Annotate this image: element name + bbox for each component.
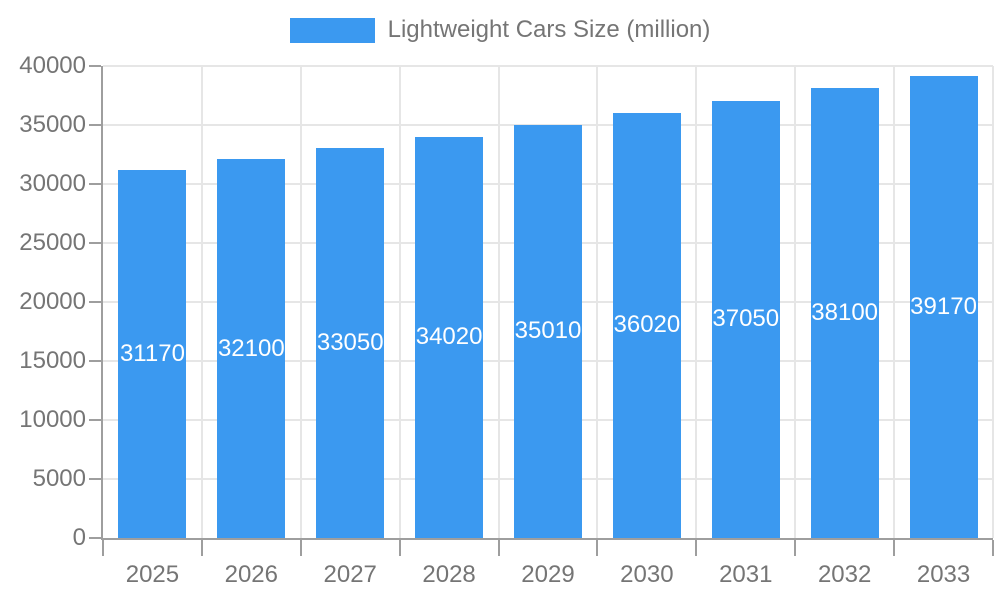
y-axis-tick-label: 30000: [19, 170, 86, 197]
x-axis-tick: [893, 540, 896, 556]
bar[interactable]: 31170: [118, 170, 187, 538]
x-axis-tick-label: 2030: [620, 561, 674, 588]
bar-value-label: 38100: [811, 299, 879, 327]
legend[interactable]: Lightweight Cars Size (million): [0, 16, 1000, 44]
x-gridline: [596, 66, 599, 538]
y-axis-tick: [89, 301, 101, 303]
bar[interactable]: 32100: [217, 159, 286, 538]
bar-value-label: 33050: [316, 329, 384, 356]
x-axis-tick-label: 2029: [521, 561, 575, 588]
y-axis-tick: [89, 419, 101, 421]
x-axis-tick: [695, 540, 698, 556]
y-axis-tick: [89, 65, 101, 67]
bar[interactable]: 33050: [316, 148, 385, 538]
x-axis-tick: [992, 540, 994, 556]
bar-value-label: 35010: [514, 317, 582, 345]
x-axis-tick-label: 2027: [323, 561, 377, 588]
x-axis-tick-label: 2025: [125, 561, 180, 588]
x-axis-tick: [299, 540, 302, 556]
x-gridline: [299, 66, 302, 538]
y-axis-tick-label: 40000: [19, 52, 86, 79]
y-axis-tick: [89, 478, 101, 480]
x-axis-tick: [794, 540, 797, 556]
bar[interactable]: 38100: [810, 88, 879, 538]
y-axis-tick-label: 5000: [32, 465, 86, 492]
x-gridline: [695, 66, 698, 538]
y-axis-tick: [89, 537, 101, 539]
x-axis-tick: [398, 540, 401, 556]
x-gridline: [893, 66, 896, 538]
x-gridline: [398, 66, 401, 538]
y-axis-tick-label: 35000: [19, 111, 86, 138]
y-axis-tick: [89, 242, 101, 244]
y-axis-line: [101, 66, 103, 538]
bar-value-label: 37050: [712, 305, 780, 333]
bar-value-label: 39170: [910, 292, 977, 320]
x-gridline: [200, 66, 203, 538]
bar[interactable]: 36020: [612, 112, 681, 538]
y-axis-tick-label: 15000: [19, 347, 86, 374]
bar-value-label: 34020: [415, 323, 483, 351]
legend-swatch-icon: [289, 17, 375, 43]
x-axis-line: [101, 538, 993, 540]
y-axis-tick: [89, 360, 101, 362]
bar-value-label: 32100: [217, 334, 285, 362]
x-axis-tick: [497, 540, 500, 556]
x-axis-tick: [200, 540, 203, 556]
x-axis-tick-label: 2031: [719, 561, 773, 588]
plot-area: 0 5000 10000 15000 20000 25000 30000 35000 40000…: [19, 52, 994, 588]
x-gridline: [794, 66, 797, 538]
y-axis-tick-label: 20000: [19, 288, 86, 315]
bar[interactable]: 34020: [415, 136, 484, 538]
y-axis-tick-label: 10000: [19, 406, 86, 433]
bar-value-label: 36020: [613, 311, 681, 339]
x-axis-tick-label: 2032: [817, 561, 872, 588]
x-axis-tick-label: 2028: [422, 561, 476, 588]
x-axis-tick-label: 2026: [224, 561, 278, 588]
x-axis-tick: [596, 540, 599, 556]
bar[interactable]: 35010: [514, 124, 582, 538]
bar-value-label: 31170: [119, 340, 185, 368]
x-axis-tick: [102, 540, 104, 556]
bar[interactable]: 39170: [909, 75, 978, 538]
y-axis-tick-label: 25000: [19, 229, 86, 256]
y-axis-tick-label: 0: [72, 524, 86, 551]
x-gridline: [497, 66, 500, 538]
legend-label: Lightweight Cars Size (million): [387, 16, 711, 43]
y-axis-tick: [89, 124, 101, 126]
bar[interactable]: 37050: [711, 100, 780, 538]
y-axis-tick: [89, 183, 101, 185]
y-gridline: [103, 65, 993, 67]
x-gridline: [992, 66, 994, 538]
x-axis-tick-label: 2033: [916, 561, 971, 588]
